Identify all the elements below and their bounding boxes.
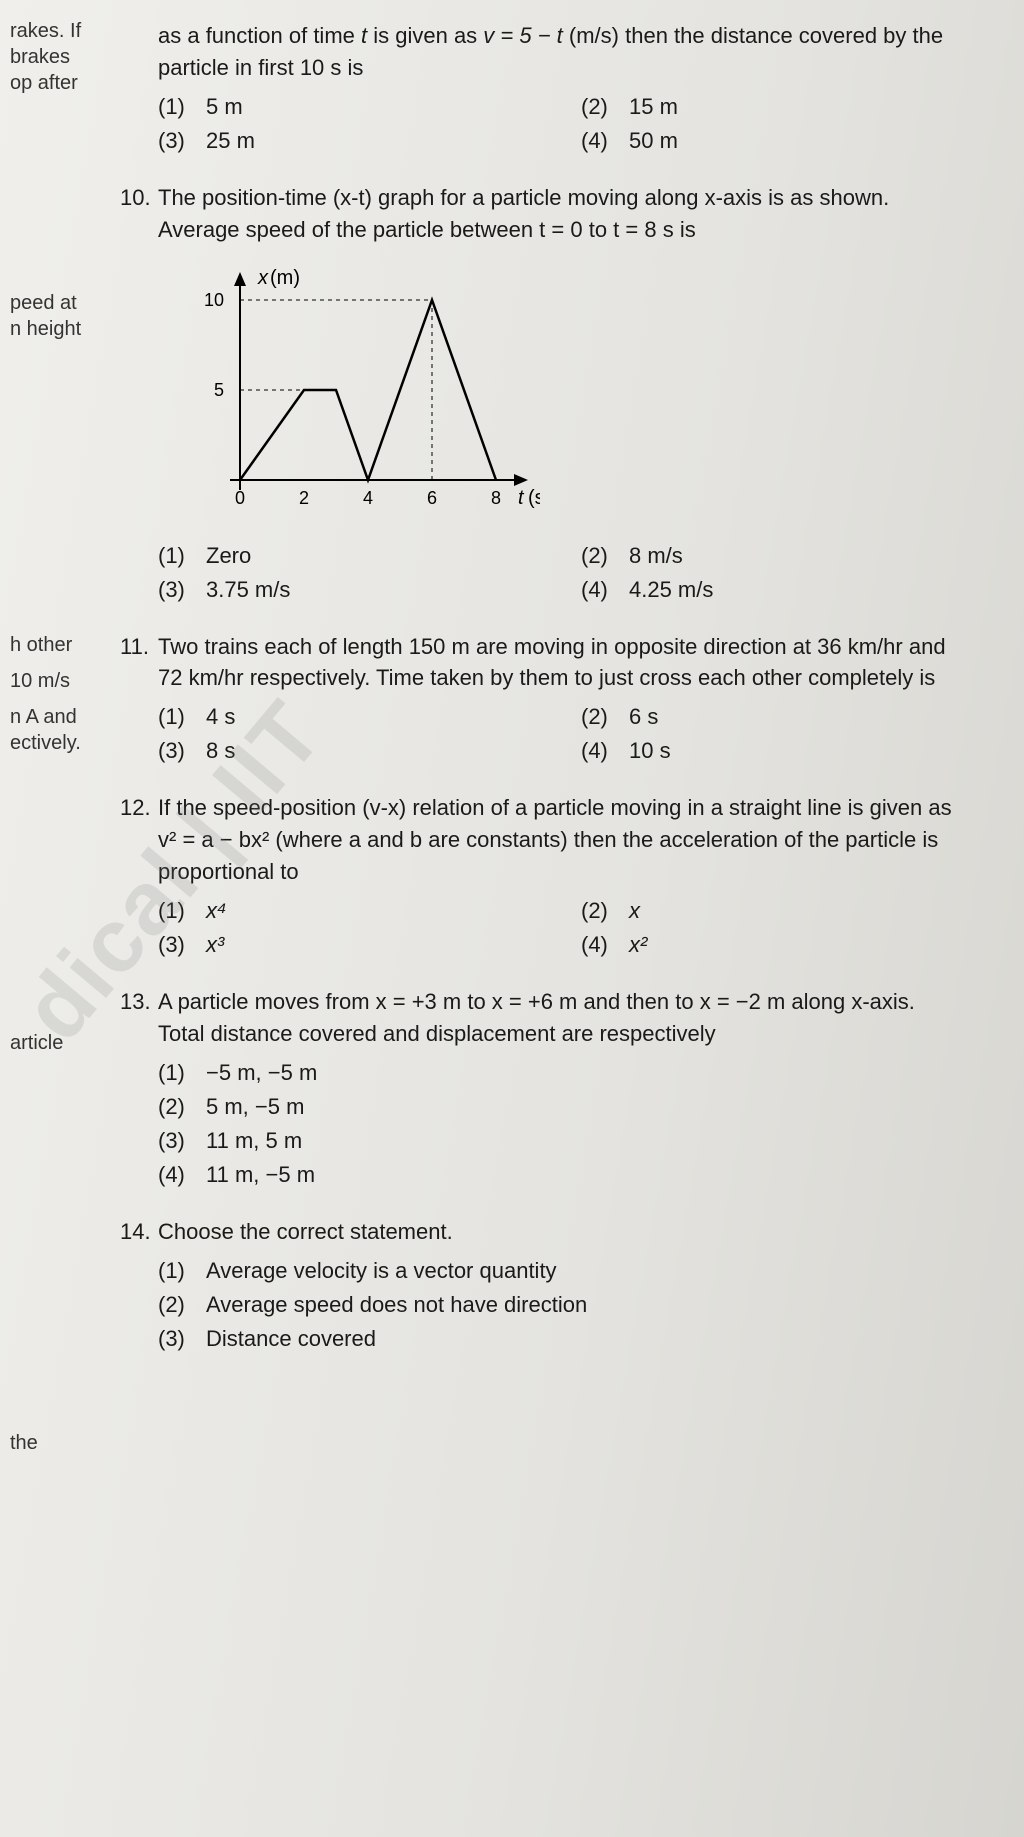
question-10: 10. The position-time (x-t) graph for a … <box>120 182 964 603</box>
margin-frag: peed at <box>10 290 77 316</box>
q10-graph: 5 10 0 2 4 6 8 x (m) t (s) <box>120 260 964 525</box>
q12-opt-4: (4)x² <box>581 932 964 958</box>
q11-options: (1)4 s (2)6 s (3)8 s (4)10 s <box>120 704 964 764</box>
margin-frag: h other <box>10 632 72 658</box>
question-14: 14. Choose the correct statement. (1)Ave… <box>120 1216 964 1352</box>
svg-text:0: 0 <box>235 488 245 508</box>
q11-number: 11. <box>120 631 158 695</box>
q13-opt-3: (3)11 m, 5 m <box>158 1128 964 1154</box>
q13-stem: A particle moves from x = +3 m to x = +6… <box>158 986 964 1050</box>
svg-text:6: 6 <box>427 488 437 508</box>
svg-text:10: 10 <box>204 290 224 310</box>
q9-opt-2: (2)15 m <box>581 94 964 120</box>
q10-opt-4: (4)4.25 m/s <box>581 577 964 603</box>
q9-options: (1)5 m (2)15 m (3)25 m (4)50 m <box>120 94 964 154</box>
margin-frag: brakes <box>10 44 70 70</box>
q12-stem: If the speed-position (v-x) relation of … <box>158 792 964 888</box>
margin-frag: n A and <box>10 704 77 730</box>
svg-text:5: 5 <box>214 380 224 400</box>
q11-opt-4: (4)10 s <box>581 738 964 764</box>
q11-opt-1: (1)4 s <box>158 704 541 730</box>
svg-text:(s): (s) <box>528 487 540 509</box>
q13-number: 13. <box>120 986 158 1050</box>
q12-number: 12. <box>120 792 158 888</box>
q12-opt-1: (1)x⁴ <box>158 898 541 924</box>
q13-opt-2: (2)5 m, −5 m <box>158 1094 964 1120</box>
q14-opt-1: (1)Average velocity is a vector quantity <box>158 1258 964 1284</box>
svg-text:4: 4 <box>363 488 373 508</box>
margin-frag: the <box>10 1430 38 1456</box>
q14-number: 14. <box>120 1216 158 1248</box>
q13-options: (1)−5 m, −5 m (2)5 m, −5 m (3)11 m, 5 m … <box>120 1060 964 1188</box>
q12-opt-2: (2)x <box>581 898 964 924</box>
margin-frag: article <box>10 1030 63 1056</box>
question-13: 13. A particle moves from x = +3 m to x … <box>120 986 964 1188</box>
q9-opt-1: (1)5 m <box>158 94 541 120</box>
margin-frag: ectively. <box>10 730 81 756</box>
q12-opt-3: (3)x³ <box>158 932 541 958</box>
question-9: as a function of time t is given as v = … <box>120 20 964 154</box>
q11-stem: Two trains each of length 150 m are movi… <box>158 631 964 695</box>
q14-options: (1)Average velocity is a vector quantity… <box>120 1258 964 1352</box>
margin-frag: n height <box>10 316 81 342</box>
q13-opt-4: (4)11 m, −5 m <box>158 1162 964 1188</box>
q11-opt-2: (2)6 s <box>581 704 964 730</box>
exam-page: rakes. If brakes op after peed at n heig… <box>0 0 1024 1837</box>
svg-text:2: 2 <box>299 488 309 508</box>
q10-opt-1: (1)Zero <box>158 543 541 569</box>
q11-opt-3: (3)8 s <box>158 738 541 764</box>
q10-stem: The position-time (x-t) graph for a part… <box>158 182 964 246</box>
q13-opt-1: (1)−5 m, −5 m <box>158 1060 964 1086</box>
q10-number: 10. <box>120 182 158 246</box>
q10-options: (1)Zero (2)8 m/s (3)3.75 m/s (4)4.25 m/s <box>120 543 964 603</box>
q14-stem: Choose the correct statement. <box>158 1216 964 1248</box>
margin-frag: op after <box>10 70 78 96</box>
q14-opt-2: (2)Average speed does not have direction <box>158 1292 964 1318</box>
q12-options: (1)x⁴ (2)x (3)x³ (4)x² <box>120 898 964 958</box>
q9-opt-4: (4)50 m <box>581 128 964 154</box>
q10-opt-2: (2)8 m/s <box>581 543 964 569</box>
q14-opt-3: (3)Distance covered <box>158 1326 964 1352</box>
question-11: 11. Two trains each of length 150 m are … <box>120 631 964 765</box>
q9-opt-3: (3)25 m <box>158 128 541 154</box>
margin-frag: 10 m/s <box>10 668 70 694</box>
svg-text:8: 8 <box>491 488 501 508</box>
q10-opt-3: (3)3.75 m/s <box>158 577 541 603</box>
svg-text:(m): (m) <box>270 267 300 289</box>
svg-text:t: t <box>518 487 525 509</box>
q9-stem: as a function of time t is given as v = … <box>158 20 964 84</box>
question-12: 12. If the speed-position (v-x) relation… <box>120 792 964 958</box>
margin-frag: rakes. If <box>10 18 81 44</box>
svg-text:x: x <box>257 267 269 289</box>
